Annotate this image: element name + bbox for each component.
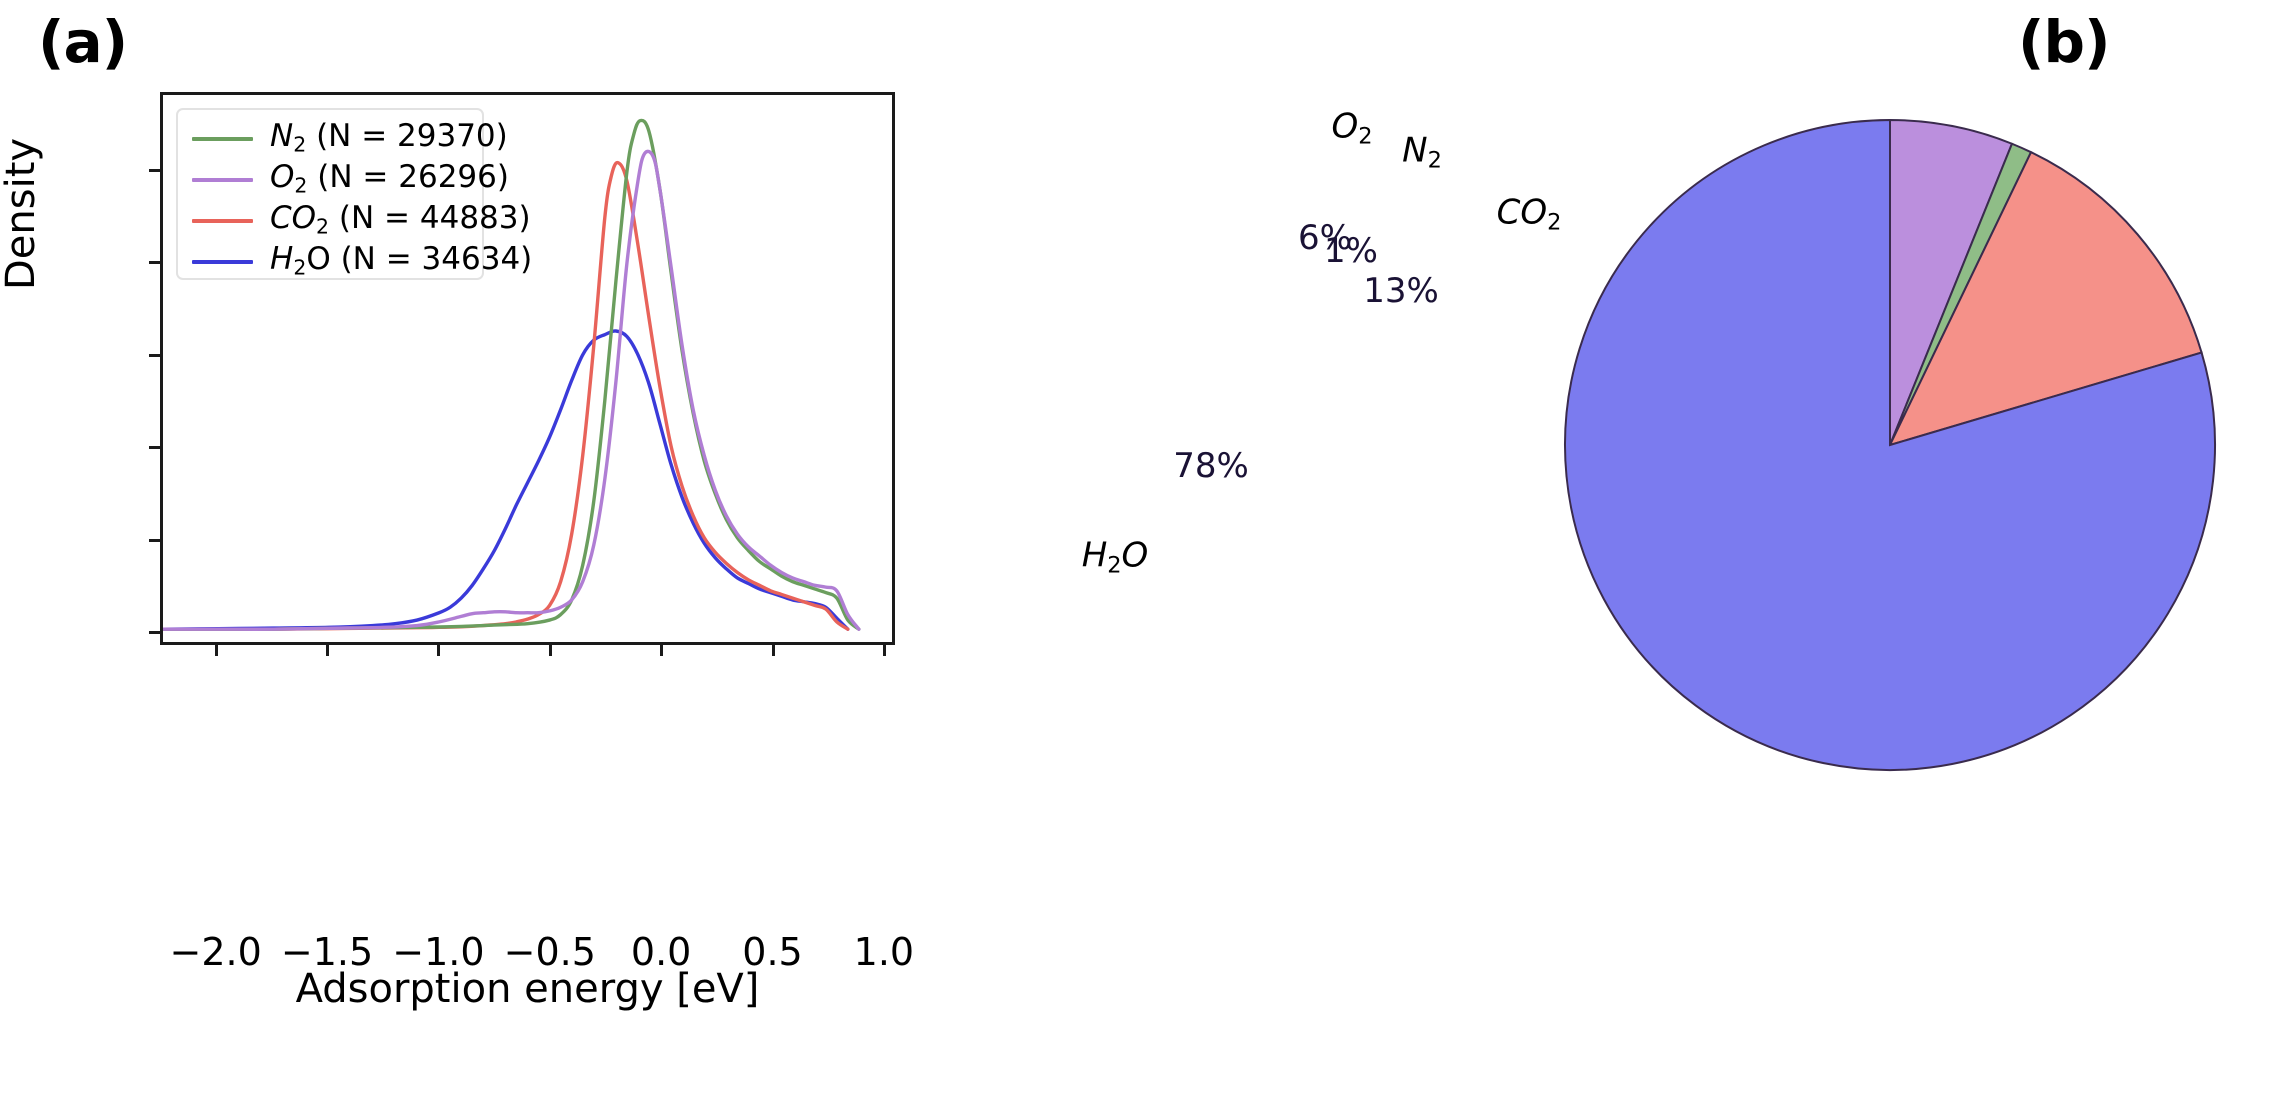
legend-item[interactable]: H2O (N = 34634) [178,241,532,282]
legend-item-label: H2O (N = 34634) [270,241,533,281]
density-curves [163,95,892,642]
y-tick-mark [149,168,160,172]
x-tick-label: −0.5 [503,930,596,974]
x-axis-label: Adsorption energy [eV] [295,966,760,1012]
pie-percent-label: 6% [1298,218,1352,258]
y-tick-mark [149,353,160,357]
pie-percent-label: 1% [1324,231,1378,271]
legend-item-label: CO2 (N = 44883) [270,200,531,240]
density-curve [163,120,859,629]
density-curve [163,331,848,629]
legend-color-swatch [192,259,253,264]
legend-item[interactable]: O2 (N = 26296) [178,159,509,200]
pie-slice[interactable] [1564,118,2216,771]
x-tick-mark [771,645,775,656]
legend-item[interactable]: CO2 (N = 44883) [178,200,531,241]
y-tick-mark [149,261,160,265]
x-tick-label: 1.0 [853,930,915,974]
x-tick-label: −2.0 [169,930,262,974]
pie-percent-label: 78% [1173,446,1249,486]
x-tick-label: 0.5 [742,930,803,974]
pie-percent-label: 13% [1363,271,1439,311]
legend-color-swatch [192,136,253,141]
pie-category-label: N2 [1402,130,1442,174]
legend-item-label: O2 (N = 26296) [270,159,509,199]
x-tick-mark [437,645,441,656]
x-tick-mark [548,645,552,656]
legend-color-swatch [192,177,253,182]
x-tick-mark [214,645,218,656]
panel-b-letter: (b) [2018,8,2111,76]
pie-slices [1564,118,2216,771]
x-tick-label: 0.0 [630,930,692,974]
legend-item-label: N2 (N = 29370) [270,118,508,158]
pie-category-label: O2 [1331,106,1373,150]
legend: N2 (N = 29370) O2 (N = 26296) CO2 (N = 448… [176,108,532,282]
legend-item[interactable]: N2 (N = 29370) [178,118,508,159]
x-tick-mark [326,645,330,656]
pie-slice[interactable] [1889,118,2014,446]
x-tick-label: −1.5 [280,930,374,974]
x-tick-mark [660,645,664,656]
y-tick-mark [149,446,160,450]
y-axis-label: Density [0,137,44,290]
density-curve [163,151,859,629]
y-tick-mark [149,631,160,635]
panel-a-letter: (a) [38,8,128,76]
pie-container: O2 N2 CO2 H2O 6% 1% 13% 78% [1000,0,2294,1098]
y-tick-mark [149,538,160,542]
pie-slice[interactable] [1888,150,2203,447]
pie-category-label: CO2 [1496,192,1562,236]
x-tick-mark [882,645,886,656]
panel-b-pie-chart: (b) O2 N2 CO2 H2O 6% 1% 13% 78% [1000,0,2294,1098]
panel-a-density-plot: (a) Density 0.00.51.01.52.02.5 −2.0−1.5−… [0,0,1000,1098]
legend-color-swatch [192,218,253,223]
pie-category-label: H2O [1081,535,1149,579]
x-tick-label: −1.0 [392,930,485,974]
